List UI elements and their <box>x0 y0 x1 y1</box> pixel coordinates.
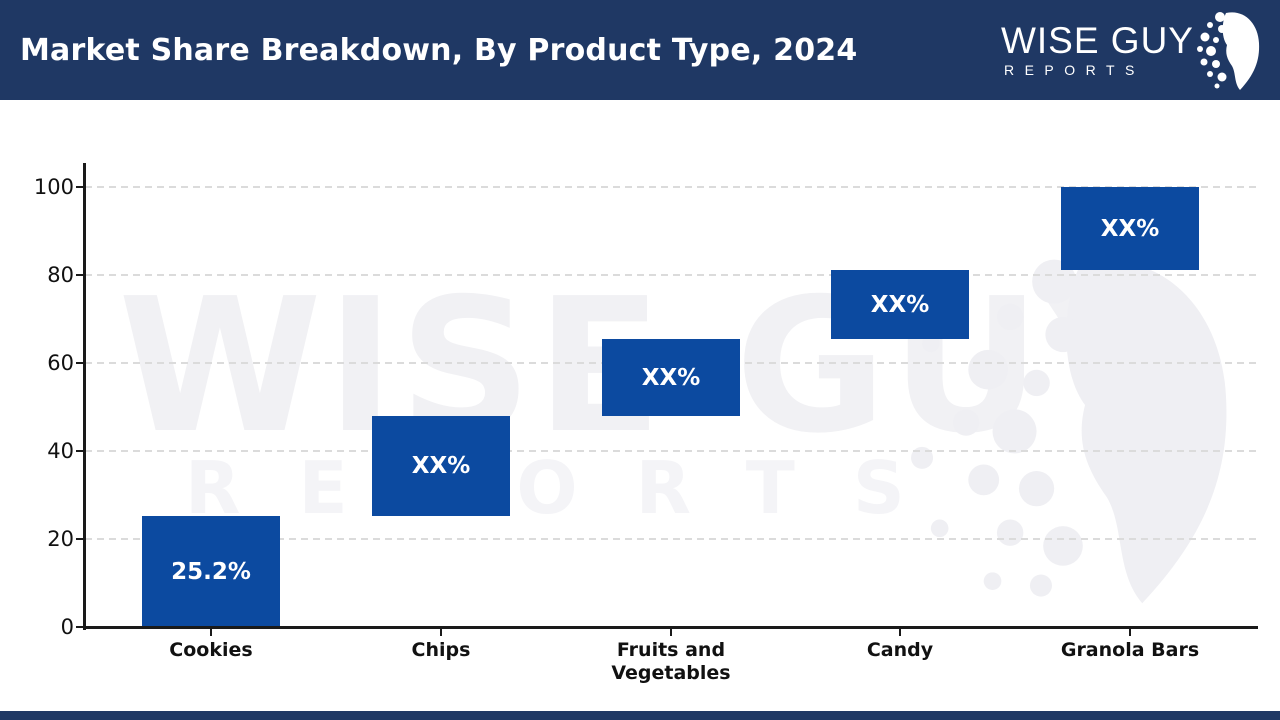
category-label-line: Chips <box>411 639 471 661</box>
gridline-y100 <box>85 186 1258 188</box>
x-tick <box>1129 629 1131 636</box>
y-tick <box>76 362 84 364</box>
category-label-line: Cookies <box>169 639 253 661</box>
watermark-sub-text: REPORTS <box>185 446 963 530</box>
y-tick-label: 40 <box>47 439 74 463</box>
gridline-y20 <box>85 538 1258 540</box>
gridline-y80 <box>85 274 1258 276</box>
bar-value-label: XX% <box>411 452 471 479</box>
y-tick-label: 0 <box>60 615 74 639</box>
y-tick-label: 80 <box>47 263 74 287</box>
bar-value-label: XX% <box>1100 215 1160 242</box>
category-label-line: Fruits and <box>616 639 726 661</box>
x-tick <box>670 629 672 636</box>
bar-granola-bars: XX% <box>1061 187 1199 271</box>
bar-fruits-and-vegetables: XX% <box>602 339 740 416</box>
y-tick <box>76 538 84 540</box>
y-tick <box>76 274 84 276</box>
header-bar: Market Share Breakdown, By Product Type,… <box>0 0 1280 100</box>
category-label: Fruits and Vegetables <box>551 639 791 685</box>
bar-value-label: XX% <box>641 364 701 391</box>
category-label: Chips <box>321 639 561 662</box>
y-tick <box>76 450 84 452</box>
brand-logo: WISE GUY REPORTS <box>1001 7 1280 93</box>
brand-name: WISE GUY <box>1000 20 1194 61</box>
category-label: Candy <box>780 639 1020 662</box>
bar-cookies: 25.2% <box>142 516 280 627</box>
category-label: Granola Bars <box>1010 639 1250 662</box>
brand-logo-text: WISE GUY REPORTS <box>1001 22 1194 78</box>
y-axis-line <box>83 163 86 630</box>
y-tick <box>76 186 84 188</box>
bar-chips: XX% <box>372 415 510 517</box>
category-label-line: Granola Bars <box>1060 639 1200 661</box>
y-tick-label: 20 <box>47 527 74 551</box>
face-profile-icon <box>1197 12 1260 90</box>
x-tick <box>210 629 212 636</box>
y-tick-label: 60 <box>47 351 74 375</box>
x-tick <box>440 629 442 636</box>
category-label-line: Candy <box>866 639 934 661</box>
y-tick <box>76 626 84 628</box>
category-label-line: Vegetables <box>611 662 731 684</box>
category-label: Cookies <box>91 639 331 662</box>
brand-subname: REPORTS <box>1003 62 1145 78</box>
y-tick-label: 100 <box>33 175 74 199</box>
bar-candy: XX% <box>831 270 969 340</box>
x-tick <box>899 629 901 636</box>
bar-value-label: XX% <box>870 291 930 318</box>
gridline-y40 <box>85 450 1258 452</box>
bar-value-label: 25.2% <box>171 558 251 585</box>
page-title: Market Share Breakdown, By Product Type,… <box>20 32 858 68</box>
footer-bar <box>0 711 1280 720</box>
watermark-face-icon <box>911 259 1227 604</box>
x-axis-line <box>83 626 1258 629</box>
